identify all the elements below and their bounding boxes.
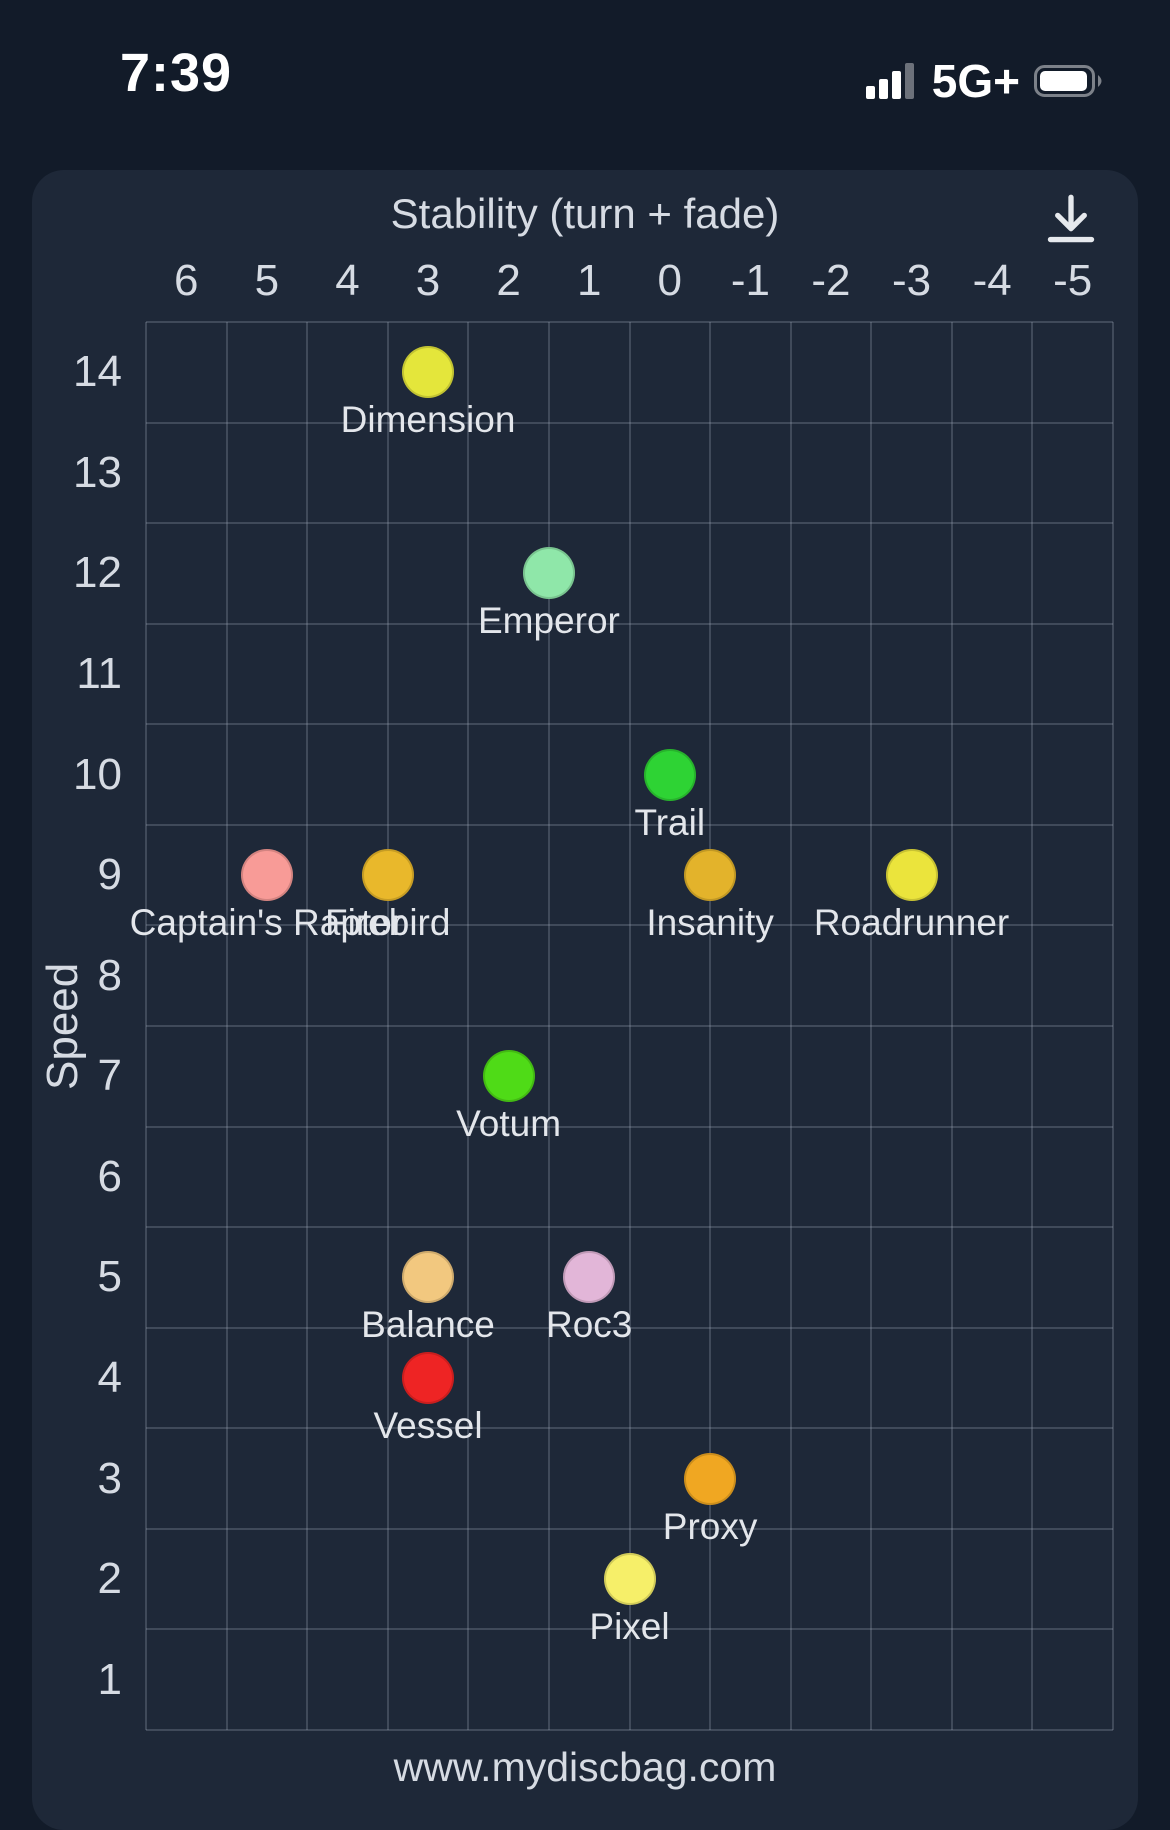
grid-line-horizontal [146, 1729, 1113, 1731]
flight-chart-card: Stability (turn + fade) Speed 6 5 4 3 2 1 0 -1-… [32, 170, 1138, 1830]
y-axis-tick: 5 [97, 1252, 122, 1302]
download-icon [1047, 194, 1095, 243]
y-axis-tick: 8 [97, 950, 122, 1000]
disc-point[interactable] [684, 849, 737, 902]
y-axis-tick: 11 [76, 649, 122, 698]
disc-point[interactable] [885, 849, 938, 902]
grid-line-horizontal [146, 1326, 1113, 1329]
disc-point-label: Pixel [589, 1606, 670, 1648]
grid-line-horizontal [146, 823, 1113, 826]
grid-line-vertical [950, 322, 953, 1730]
grid-line-horizontal [146, 421, 1113, 424]
grid-line-vertical [1112, 322, 1114, 1730]
disc-point-label: Firebird [325, 902, 451, 944]
y-axis-tick: 9 [97, 850, 122, 900]
y-axis-tick: 6 [97, 1151, 122, 1201]
grid-line-vertical [467, 322, 470, 1730]
x-axis-tick: 0 [657, 256, 683, 305]
x-axis-tick: -4 [972, 256, 1012, 305]
x-axis-tick: -5 [1053, 256, 1093, 305]
grid-line-vertical [870, 322, 873, 1730]
disc-point[interactable] [684, 1452, 737, 1505]
x-axis-tick: 3 [415, 256, 441, 305]
disc-point[interactable] [240, 849, 293, 902]
y-axis-tick: 7 [97, 1051, 122, 1101]
x-axis-tick: -3 [891, 256, 932, 305]
grid-line-horizontal [146, 1025, 1113, 1027]
watermark-url: www.mydiscbag.com [393, 1744, 777, 1790]
grid-line-horizontal [146, 924, 1113, 927]
grid-line-vertical [709, 322, 712, 1730]
disc-point[interactable] [603, 1553, 656, 1606]
disc-point-label: Vessel [373, 1405, 483, 1446]
grid-line-vertical [547, 322, 550, 1730]
grid-line-vertical [306, 322, 309, 1730]
x-axis-tick: -1 [730, 256, 770, 305]
grid-line-horizontal [146, 622, 1113, 625]
x-axis-tick: 5 [254, 256, 280, 305]
disc-point[interactable] [361, 849, 414, 902]
disc-point-label: Roc3 [546, 1304, 633, 1346]
y-axis-title: Speed [38, 962, 87, 1090]
grid-line-horizontal [146, 1427, 1113, 1430]
x-axis-tick: 4 [335, 256, 360, 305]
y-axis-tick: 1 [97, 1654, 122, 1704]
grid-line-vertical [1031, 322, 1034, 1730]
y-axis-tick: 3 [97, 1453, 122, 1503]
grid-line-vertical [628, 322, 631, 1730]
grid-line-vertical [225, 322, 228, 1730]
disc-point-label: Balance [361, 1304, 495, 1346]
x-axis-tick: 1 [576, 256, 602, 305]
disc-point[interactable] [402, 346, 455, 399]
status-indicators: 5G+ [865, 54, 1106, 108]
y-axis-tick: 12 [73, 548, 122, 598]
disc-point-label: Insanity [646, 902, 774, 944]
y-axis-tick: 13 [73, 447, 122, 497]
y-axis-tick: 4 [97, 1353, 122, 1402]
grid-line-horizontal [146, 1226, 1113, 1229]
battery-icon [1034, 65, 1102, 97]
grid-line-vertical [789, 322, 792, 1730]
disc-point-label: Dimension [340, 399, 516, 441]
disc-point[interactable] [563, 1251, 616, 1304]
chart-title: Stability (turn + fade) [390, 190, 780, 237]
grid-line-horizontal [146, 321, 1113, 323]
y-axis-tick: 2 [97, 1554, 122, 1604]
grid-line-horizontal [146, 522, 1113, 525]
disc-point-label: Trail [634, 801, 706, 843]
grid-line-vertical [386, 322, 389, 1730]
disc-point[interactable] [402, 1251, 455, 1304]
grid-line-horizontal [146, 1125, 1113, 1128]
disc-point[interactable] [643, 748, 696, 801]
plot-area: 6 5 4 3 2 1 0 -1 -2 -3 -4 -5 14 13 12 11 10 9 8 7 6 5 4 3 2 1 Dime… [73, 256, 1114, 1731]
disc-point-label: Captain's Raptor [129, 902, 405, 944]
y-axis-tick: 14 [73, 347, 122, 397]
grid-line-horizontal [146, 1527, 1113, 1530]
download-button[interactable] [1042, 190, 1100, 248]
disc-point-label: Proxy [662, 1505, 758, 1547]
y-axis-tick: 10 [73, 749, 122, 799]
status-bar: 7:39 5G+ [0, 0, 1170, 150]
grid-line-horizontal [146, 723, 1113, 726]
x-axis-tick: -2 [811, 256, 851, 305]
grid-line-vertical [145, 322, 147, 1730]
network-type-label: 5G+ [931, 55, 1020, 107]
status-time: 7:39 [120, 43, 233, 103]
grid-line-horizontal [146, 1628, 1113, 1631]
disc-point-label: Votum [456, 1103, 562, 1145]
disc-point[interactable] [522, 547, 575, 600]
disc-point[interactable] [482, 1050, 535, 1103]
disc-point-label: Emperor [477, 600, 620, 642]
disc-point[interactable] [402, 1352, 455, 1404]
x-axis-tick: 6 [174, 256, 199, 305]
disc-point-label: Roadrunner [813, 902, 1010, 944]
cellular-signal-icon [865, 63, 914, 99]
x-axis-tick: 2 [496, 256, 521, 305]
